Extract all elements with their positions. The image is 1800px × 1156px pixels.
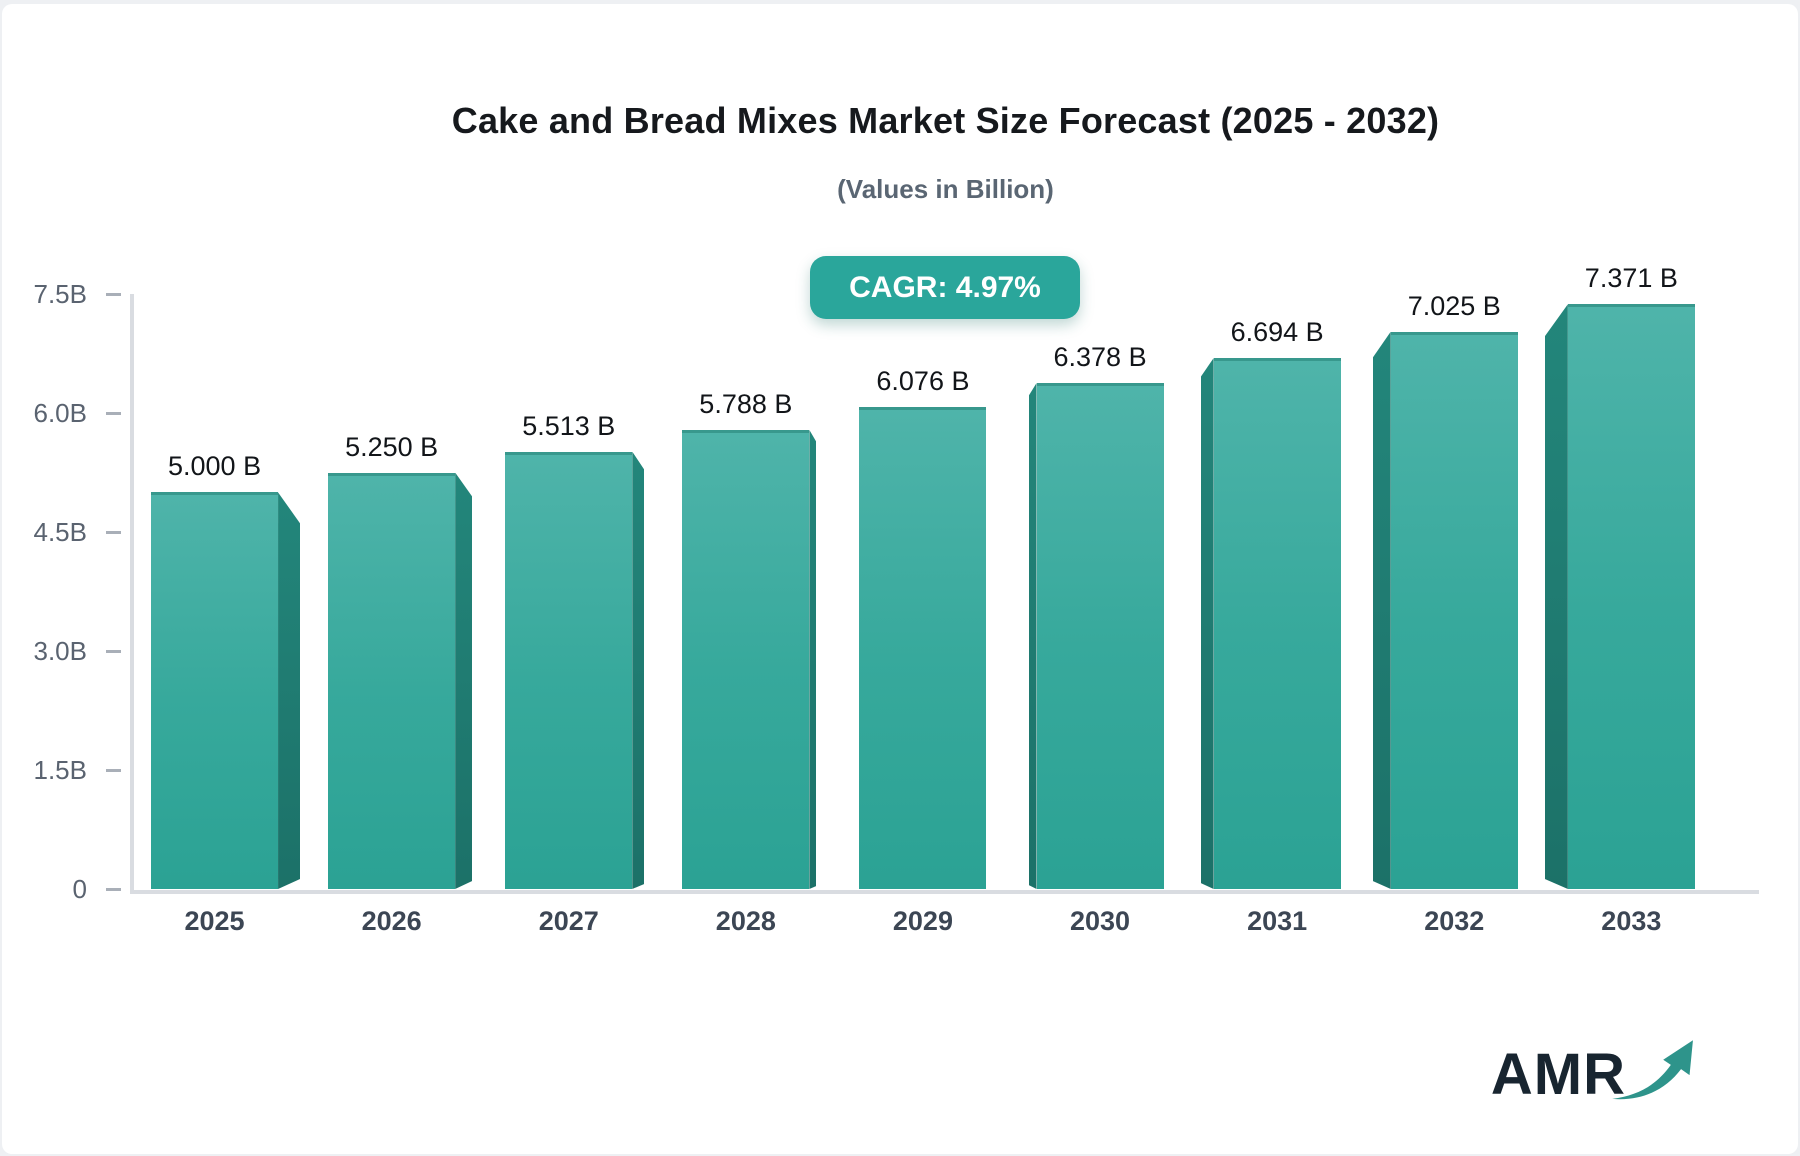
- y-axis-tick: [106, 768, 121, 772]
- bar-2029: [859, 406, 987, 889]
- bar-2026: [328, 472, 456, 889]
- chart-title: Cake and Bread Mixes Market Size Forecas…: [451, 100, 1440, 141]
- y-axis-tick-label: 4.5B: [33, 517, 88, 547]
- x-axis-line: [130, 890, 1759, 894]
- bar-value-label: 5.513 B: [522, 410, 616, 441]
- bar-value-label: 6.694 B: [1230, 316, 1324, 347]
- bar-side-face: [809, 430, 816, 889]
- bar-side-face: [455, 473, 472, 890]
- bar-value-label: 5.788 B: [699, 388, 793, 419]
- y-axis-tick-label: 7.5B: [33, 279, 88, 309]
- bar-value-label: 6.378 B: [1053, 342, 1147, 372]
- cagr-badge: CAGR: 4.97%: [810, 256, 1080, 319]
- bar-value-label: 5.000 B: [168, 451, 262, 482]
- bar-2031: [1213, 357, 1341, 889]
- x-axis-category-label: 2028: [715, 906, 776, 936]
- y-axis-tick-label: 0: [72, 874, 87, 904]
- bar-value-label: 6.076 B: [876, 365, 970, 396]
- y-axis-tick: [106, 411, 121, 415]
- bar-side-face: [632, 452, 644, 889]
- bar-side-face: [1373, 332, 1391, 889]
- x-axis-category-label: 2031: [1247, 906, 1308, 936]
- x-axis-category-label: 2032: [1424, 906, 1485, 936]
- x-axis-category-label: 2026: [361, 906, 422, 936]
- bar-value-label: 7.025 B: [1407, 290, 1501, 321]
- chart-card: Cake and Bread Mixes Market Size Forecas…: [2, 4, 1798, 1154]
- bar-side-face: [278, 492, 300, 889]
- amr-logo: AMR: [1491, 1036, 1696, 1106]
- bar-2030: [1036, 383, 1164, 889]
- x-axis-category-label: 2027: [538, 906, 599, 936]
- bar-value-label: 7.371 B: [1584, 263, 1678, 294]
- cagr-badge-label: CAGR: 4.97%: [849, 271, 1041, 304]
- bar-2032: [1390, 331, 1518, 889]
- y-axis-tick: [106, 292, 121, 296]
- x-axis-category-label: 2029: [892, 906, 953, 936]
- y-axis-tick: [106, 530, 121, 534]
- x-axis-category-label: 2033: [1601, 906, 1662, 936]
- y-axis-tick-label: 3.0B: [33, 636, 88, 666]
- bar-value-label: 5.250 B: [345, 431, 439, 462]
- bar-2033: [1567, 304, 1695, 889]
- y-axis-tick: [106, 649, 121, 653]
- y-axis-line: [130, 294, 134, 893]
- y-axis-tick: [106, 887, 121, 891]
- y-axis-tick-label: 1.5B: [33, 755, 88, 785]
- trending-up-arrow-icon: [1612, 1040, 1693, 1100]
- y-axis-tick-label: 6.0B: [33, 398, 88, 428]
- bar-side-face: [1545, 304, 1568, 889]
- x-axis-category-label: 2030: [1070, 906, 1131, 936]
- bar-2028: [682, 429, 810, 889]
- chart-subtitle: (Values in Billion): [837, 174, 1054, 204]
- amr-logo-text: AMR: [1490, 1042, 1626, 1107]
- bar-side-face: [1029, 383, 1037, 889]
- bar-2027: [505, 451, 633, 889]
- chart-canvas: Cake and Bread Mixes Market Size Forecas…: [2, 4, 1798, 1154]
- x-axis-category-label: 2025: [184, 906, 245, 936]
- bar-side-face: [1201, 358, 1214, 889]
- bar-2025: [151, 492, 279, 889]
